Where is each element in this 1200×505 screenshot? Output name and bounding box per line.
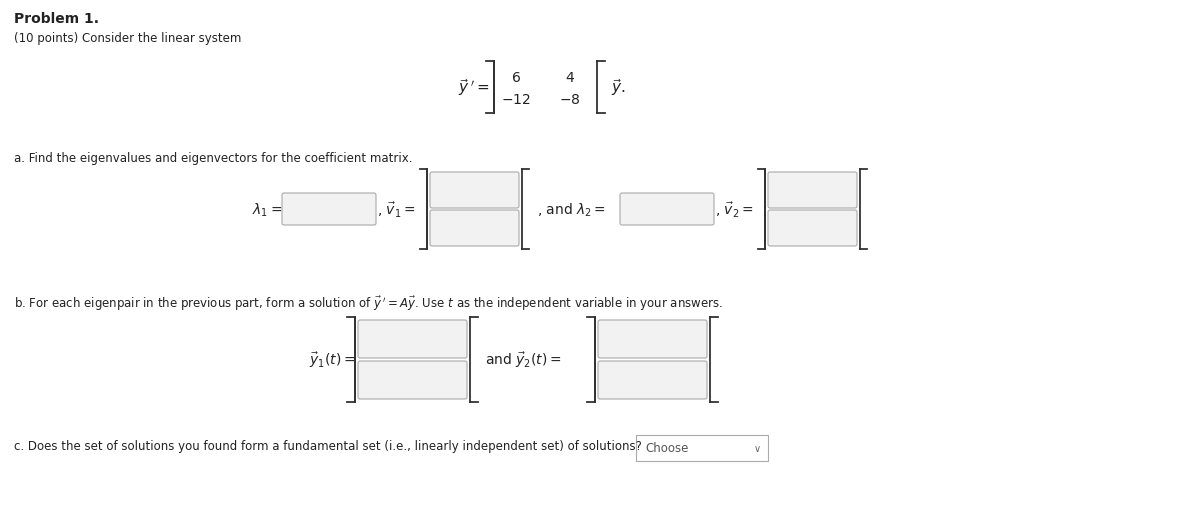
Text: a. Find the eigenvalues and eigenvectors for the coefficient matrix.: a. Find the eigenvalues and eigenvectors… [14, 152, 413, 165]
FancyBboxPatch shape [768, 211, 857, 246]
FancyBboxPatch shape [620, 193, 714, 226]
FancyBboxPatch shape [430, 211, 520, 246]
FancyBboxPatch shape [768, 173, 857, 209]
Text: b. For each eigenpair in the previous part, form a solution of $\vec{y}\,' = A\v: b. For each eigenpair in the previous pa… [14, 294, 722, 313]
Text: $-8$: $-8$ [559, 93, 581, 107]
Text: and $\vec{y}_2(t) =$: and $\vec{y}_2(t) =$ [485, 349, 562, 369]
Text: , and $\lambda_2 =$: , and $\lambda_2 =$ [538, 201, 606, 218]
Text: (10 points) Consider the linear system: (10 points) Consider the linear system [14, 32, 241, 45]
Text: $6$: $6$ [511, 71, 521, 85]
FancyBboxPatch shape [358, 361, 467, 399]
Text: $4$: $4$ [565, 71, 575, 85]
Text: $\vec{y}.$: $\vec{y}.$ [611, 77, 625, 98]
Text: $\lambda_1 =$: $\lambda_1 =$ [252, 201, 282, 218]
FancyBboxPatch shape [282, 193, 376, 226]
FancyBboxPatch shape [636, 435, 768, 461]
Text: $\vec{y}_1(t) =$: $\vec{y}_1(t) =$ [308, 349, 355, 369]
Text: , $\vec{v}_1 =$: , $\vec{v}_1 =$ [377, 200, 415, 219]
Text: , $\vec{v}_2 =$: , $\vec{v}_2 =$ [715, 200, 754, 219]
Text: $\vee$: $\vee$ [754, 443, 761, 453]
FancyBboxPatch shape [598, 361, 707, 399]
FancyBboxPatch shape [598, 320, 707, 358]
Text: Problem 1.: Problem 1. [14, 12, 100, 26]
Text: c. Does the set of solutions you found form a fundamental set (i.e., linearly in: c. Does the set of solutions you found f… [14, 439, 642, 452]
Text: $-12$: $-12$ [502, 93, 530, 107]
Text: $\vec{y}\,' =$: $\vec{y}\,' =$ [458, 77, 490, 98]
FancyBboxPatch shape [358, 320, 467, 358]
Text: Choose: Choose [646, 442, 689, 454]
FancyBboxPatch shape [430, 173, 520, 209]
